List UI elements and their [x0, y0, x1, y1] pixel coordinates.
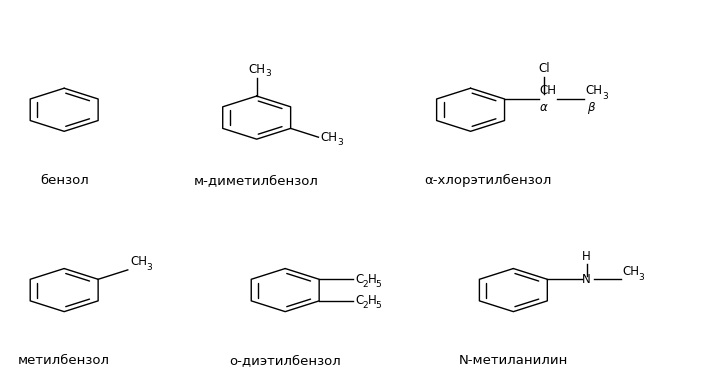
- Text: β: β: [588, 101, 595, 114]
- Text: 3: 3: [639, 273, 645, 281]
- Text: C: C: [356, 294, 364, 307]
- Text: H: H: [582, 250, 591, 263]
- Text: α: α: [540, 101, 548, 114]
- Text: 2: 2: [363, 280, 369, 289]
- Text: 5: 5: [376, 280, 381, 289]
- Text: м-диметилбензол: м-диметилбензол: [194, 174, 319, 187]
- Text: CH: CH: [622, 265, 639, 278]
- Text: о-диэтилбензол: о-диэтилбензол: [230, 354, 341, 367]
- Text: бензол: бензол: [40, 174, 88, 187]
- Text: CH: CH: [540, 84, 556, 97]
- Text: α-хлорэтилбензол: α-хлорэтилбензол: [425, 174, 552, 187]
- Text: метилбензол: метилбензол: [18, 354, 111, 367]
- Text: N-метиланилин: N-метиланилин: [458, 354, 568, 367]
- Text: 2: 2: [363, 301, 369, 310]
- Text: CH: CH: [321, 131, 337, 144]
- Text: Cl: Cl: [538, 62, 550, 75]
- Text: CH: CH: [248, 64, 265, 76]
- Text: 3: 3: [337, 138, 343, 147]
- Text: CH: CH: [586, 84, 602, 97]
- Text: H: H: [369, 273, 377, 286]
- Text: 3: 3: [602, 92, 608, 101]
- Text: C: C: [356, 273, 364, 286]
- Text: CH: CH: [130, 255, 147, 268]
- Text: 3: 3: [146, 263, 152, 272]
- Text: 3: 3: [265, 69, 271, 78]
- Text: 5: 5: [376, 301, 381, 310]
- Text: N: N: [583, 273, 591, 286]
- Text: H: H: [369, 294, 377, 307]
